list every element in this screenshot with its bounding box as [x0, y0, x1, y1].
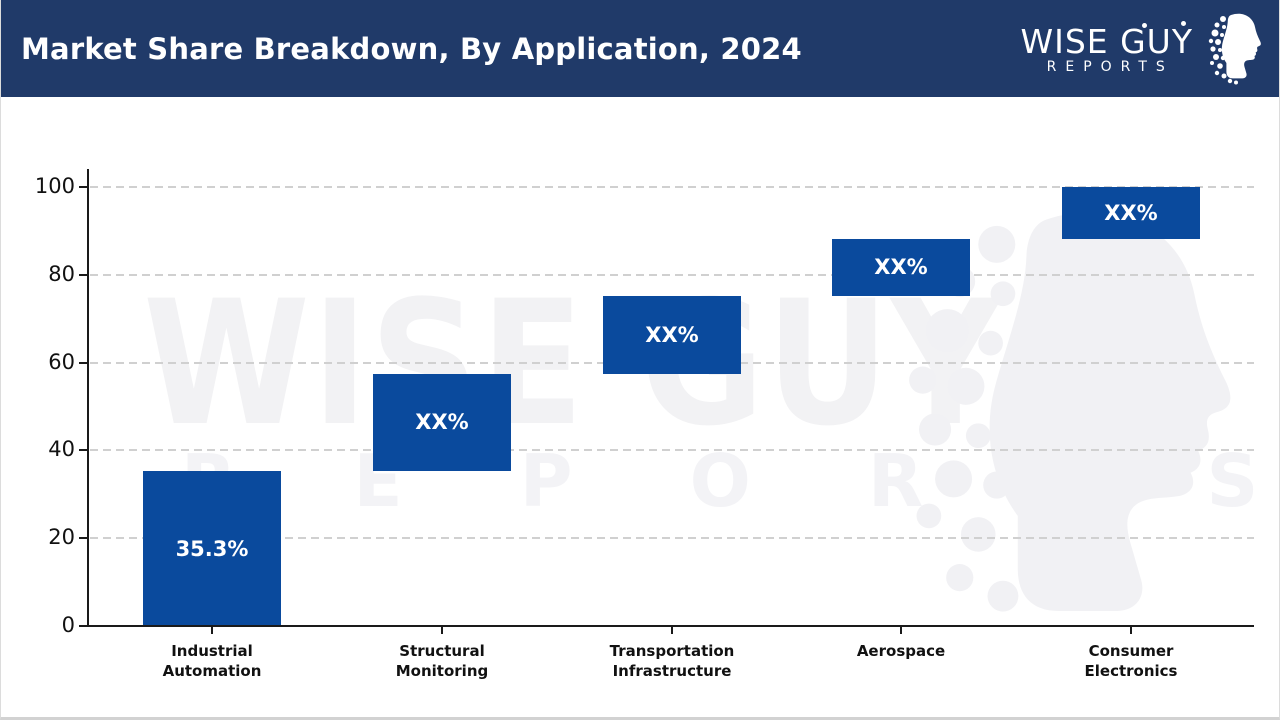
y-axis-tick-label: 40 [48, 437, 75, 462]
y-axis-tick [79, 273, 88, 276]
y-axis-tick-label: 60 [48, 349, 75, 374]
x-axis-tick [441, 627, 443, 634]
logo-accent-dot-icon [1181, 20, 1186, 26]
y-axis-tick [79, 625, 88, 627]
header-bar: Market Share Breakdown, By Application, … [1, 0, 1279, 97]
category-label: Structural Monitoring [395, 642, 489, 680]
y-axis-tick-label: 20 [48, 525, 75, 550]
x-axis-tick [900, 627, 902, 634]
waterfall-plot: 0 20 40 60 80 100 35.3% XX% XX% XX% XX% Industrial A… [1, 97, 1279, 717]
waterfall-bar-4: XX% [832, 238, 970, 296]
waterfall-bar-5: XX% [1062, 187, 1200, 239]
y-axis-tick [79, 186, 88, 188]
logo-brand-text: WISE GUY [1020, 21, 1193, 61]
bar-value-label: XX% [1104, 200, 1158, 225]
y-axis-tick [79, 361, 88, 364]
logo-text: WISE GUY REPORTS [1020, 20, 1193, 75]
category-label: Industrial Automation [162, 642, 262, 680]
page-title: Market Share Breakdown, By Application, … [21, 31, 802, 66]
x-axis-tick [671, 627, 673, 634]
y-axis-tick-label: 80 [48, 261, 75, 286]
gridline-100 [90, 186, 1254, 188]
waterfall-bar-1: 35.3% [143, 471, 281, 626]
waterfall-bar-2: XX% [373, 373, 511, 472]
bar-value-label: XX% [415, 410, 469, 435]
chart-area: WISE GUY R E P O R T S 0 20 40 60 80 100 35.3%… [1, 97, 1279, 717]
y-axis-tick-label: 100 [34, 174, 75, 198]
logo-subtitle-text: REPORTS [1046, 58, 1174, 75]
logo-head-profile-icon [1208, 13, 1261, 84]
x-axis-tick [1130, 627, 1132, 634]
x-axis-tick [211, 627, 213, 634]
category-label: Transportation Infrastructure [609, 642, 735, 680]
y-axis-tick [79, 449, 88, 452]
logo-accent-dot-icon [1142, 22, 1147, 28]
y-axis-tick-label: 0 [61, 613, 75, 637]
waterfall-bar-3: XX% [603, 295, 741, 374]
x-axis-line [87, 625, 1254, 628]
category-label: Consumer Electronics [1084, 642, 1178, 680]
y-axis-line [87, 169, 90, 627]
watermark-head-icon [909, 211, 1231, 612]
gridline-40 [90, 449, 1254, 452]
category-label: Aerospace [856, 642, 946, 660]
bar-value-label: 35.3% [175, 536, 249, 561]
gridline-80 [90, 273, 1254, 276]
bar-value-label: XX% [645, 322, 699, 347]
y-axis-tick [79, 537, 88, 540]
bar-value-label: XX% [874, 255, 928, 280]
wiseguy-logo: WISE GUY REPORTS [1020, 10, 1265, 88]
gridline-20 [90, 537, 1254, 540]
